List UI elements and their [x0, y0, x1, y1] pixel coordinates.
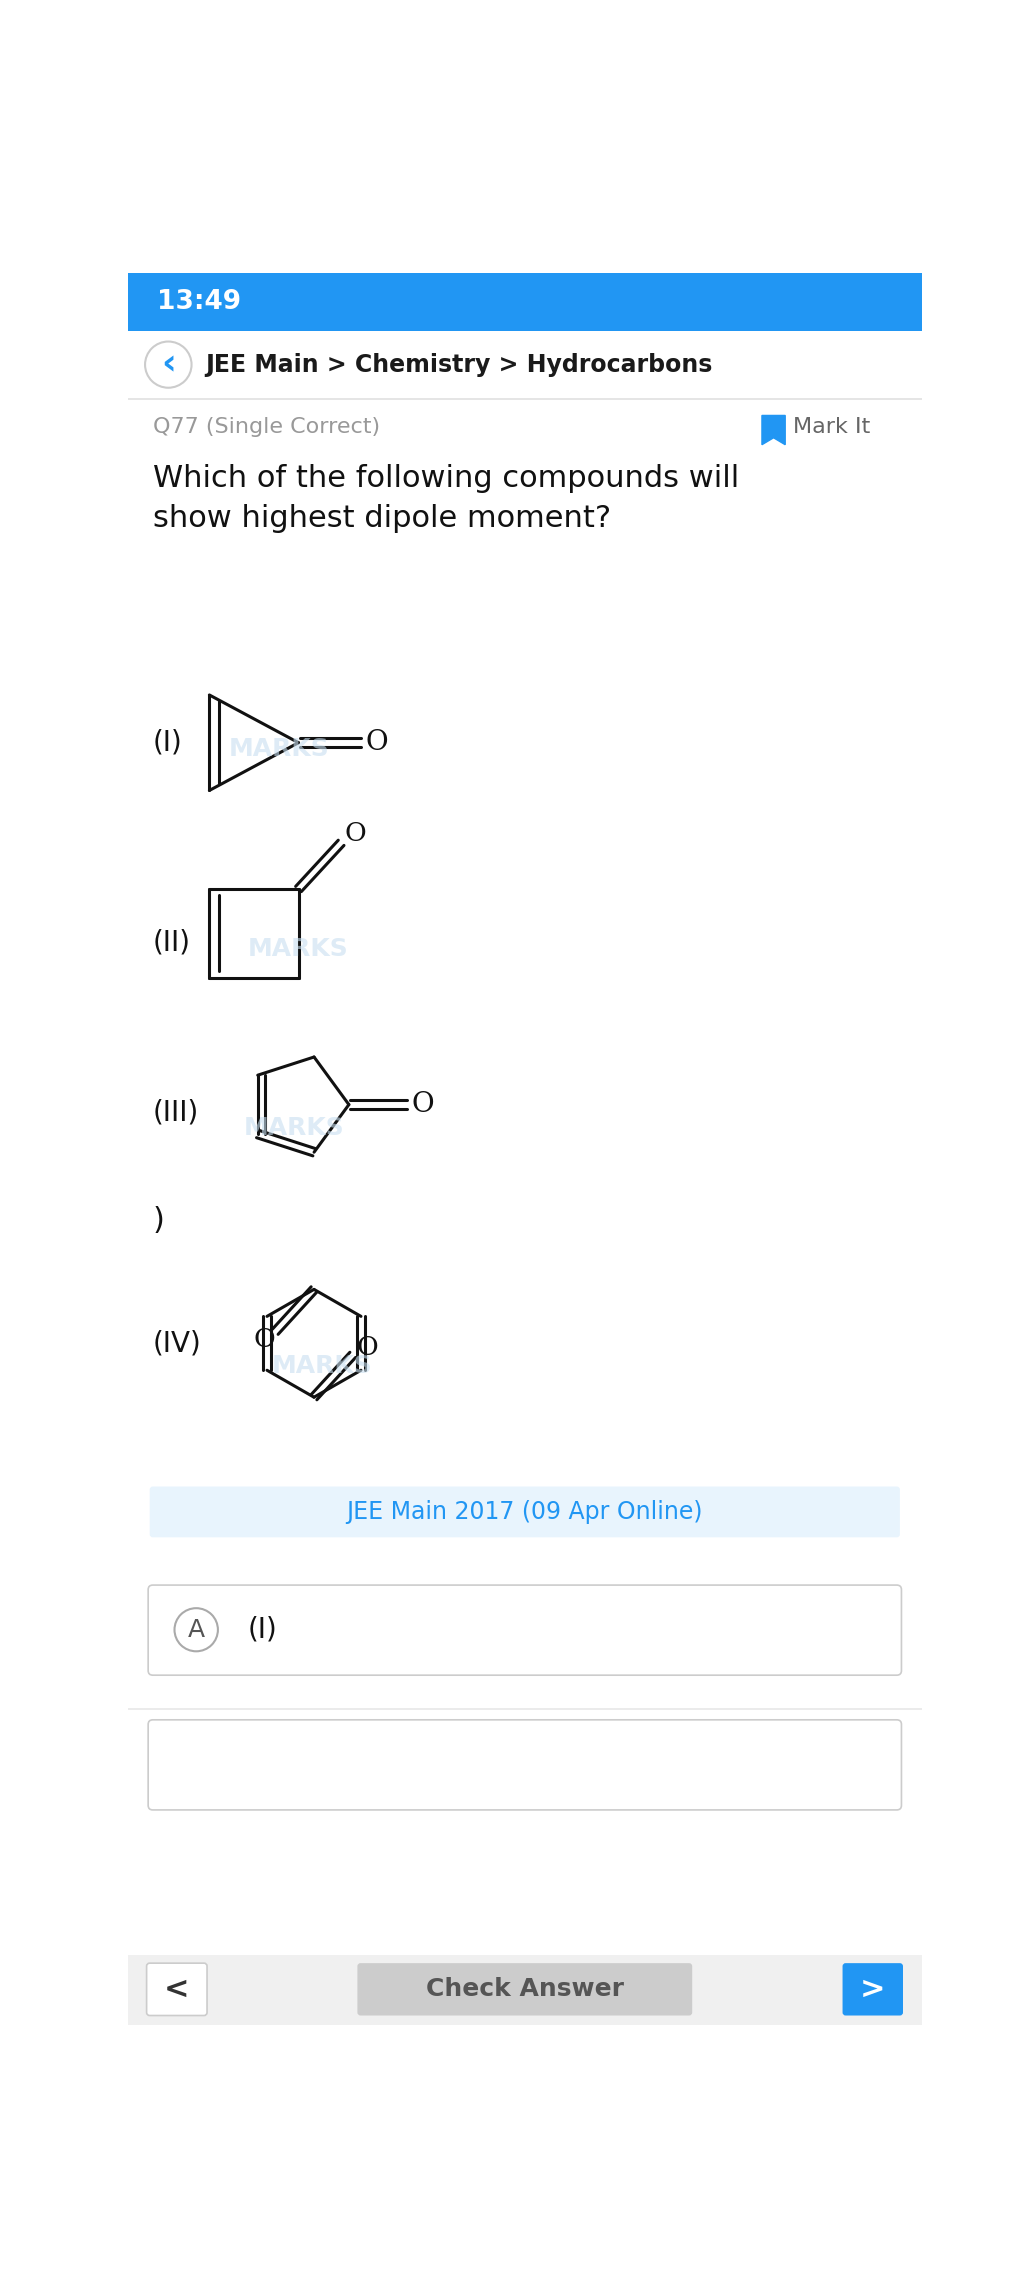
- Text: (I): (I): [153, 728, 182, 758]
- Text: (III): (III): [153, 1099, 199, 1126]
- Text: Q77 (Single Correct): Q77 (Single Correct): [153, 416, 380, 437]
- Text: JEE Main 2017 (09 Apr Online): JEE Main 2017 (09 Apr Online): [346, 1499, 703, 1524]
- FancyBboxPatch shape: [843, 1963, 903, 2016]
- Text: (IV): (IV): [153, 1329, 202, 1358]
- FancyBboxPatch shape: [128, 273, 922, 330]
- FancyBboxPatch shape: [150, 1486, 900, 1538]
- Text: Mark It: Mark It: [793, 416, 870, 437]
- Text: ‹: ‹: [161, 348, 176, 382]
- Text: O: O: [412, 1092, 434, 1117]
- Text: Check Answer: Check Answer: [426, 1977, 624, 2002]
- Text: >: >: [860, 1975, 886, 2004]
- Text: MARKS: MARKS: [248, 937, 349, 960]
- FancyBboxPatch shape: [146, 1963, 207, 2016]
- Text: (II): (II): [153, 928, 190, 958]
- Text: O: O: [254, 1326, 275, 1351]
- Circle shape: [174, 1608, 218, 1652]
- FancyBboxPatch shape: [128, 330, 922, 398]
- Text: O: O: [344, 821, 366, 846]
- Polygon shape: [762, 416, 785, 444]
- Text: O: O: [366, 730, 388, 755]
- Text: O: O: [356, 1335, 379, 1360]
- Text: 13:49: 13:49: [158, 289, 242, 316]
- Text: (I): (I): [248, 1615, 278, 1645]
- Text: <: <: [164, 1975, 189, 2004]
- FancyBboxPatch shape: [148, 1720, 901, 1811]
- Text: JEE Main > Chemistry > Hydrocarbons: JEE Main > Chemistry > Hydrocarbons: [206, 353, 713, 378]
- Text: ): ): [153, 1206, 165, 1235]
- Text: Which of the following compounds will: Which of the following compounds will: [153, 464, 739, 494]
- Text: MARKS: MARKS: [245, 1115, 345, 1140]
- Text: A: A: [187, 1618, 205, 1643]
- FancyBboxPatch shape: [128, 1956, 922, 2025]
- FancyBboxPatch shape: [357, 1963, 692, 2016]
- Text: show highest dipole moment?: show highest dipole moment?: [153, 505, 611, 532]
- Circle shape: [145, 341, 191, 387]
- FancyBboxPatch shape: [148, 1586, 901, 1674]
- Text: MARKS: MARKS: [271, 1354, 372, 1379]
- Text: MARKS: MARKS: [228, 737, 330, 760]
